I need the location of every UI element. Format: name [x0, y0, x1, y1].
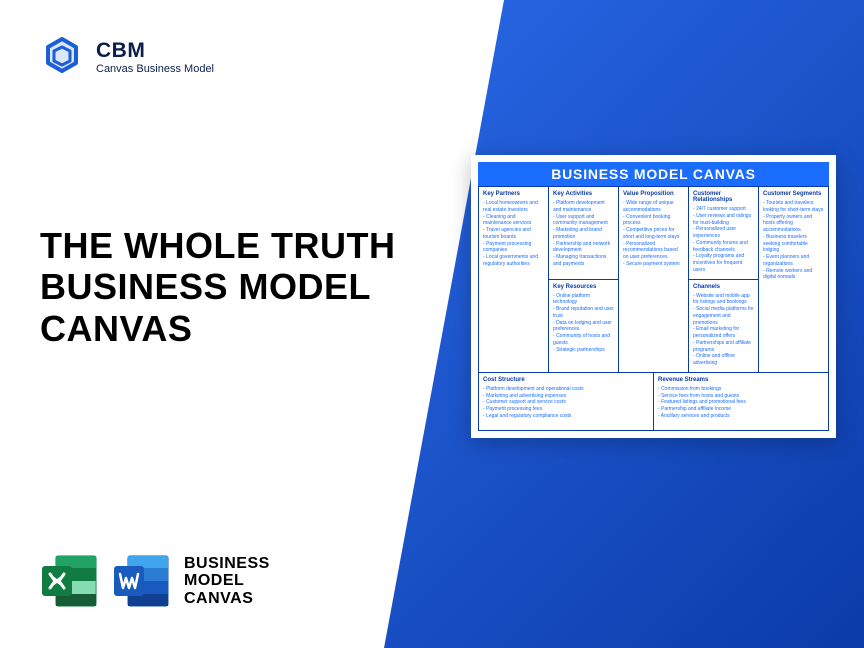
list-item: Secure payment system — [623, 261, 684, 268]
canvas-title: BUSINESS MODEL CANVAS — [478, 162, 829, 186]
list-item: Travel agencies and tourism boards — [483, 227, 544, 241]
list-item: Business travelers seeking comfortable l… — [763, 234, 824, 254]
list-item: Competitive prices for short and long-te… — [623, 227, 684, 241]
cbm-logo-icon — [40, 35, 84, 79]
list-item: Website and mobile app for listings and … — [693, 293, 754, 307]
cell-key-activities: Key Activities Platform development and … — [549, 187, 619, 280]
list-item: Featured listings and promotional fees — [658, 399, 824, 406]
list-item: Tourists and travelers looking for short… — [763, 200, 824, 214]
list-item: Partnerships and affiliate programs — [693, 340, 754, 354]
list-item: Online platform technology — [553, 293, 614, 307]
list-item: Personalized recommendations based on us… — [623, 241, 684, 261]
brand-logo: CBM Canvas Business Model — [40, 35, 214, 79]
list-item: Managing transactions and payments — [553, 254, 614, 268]
headline-line-3: CANVAS — [40, 308, 395, 349]
app-label: BUSINESS MODEL CANVAS — [184, 555, 270, 608]
list-item: Local homeowners and real estate investo… — [483, 200, 544, 214]
list-item: Remote workers and digital nomads — [763, 268, 824, 282]
list-item: Legal and regulatory compliance costs — [483, 413, 649, 420]
list-item: Event planners and organizations — [763, 254, 824, 268]
headline-line-1: THE WHOLE TRUTH — [40, 225, 395, 266]
cell-value-proposition: Value Proposition Wide range of unique a… — [619, 187, 689, 373]
canvas-grid: Key Partners Local homeowners and real e… — [478, 186, 829, 373]
word-icon — [112, 554, 170, 608]
list-item: Wide range of unique accommodations — [623, 200, 684, 214]
list-item: Marketing and advertising expenses — [483, 393, 649, 400]
cell-customer-segments: Customer Segments Tourists and travelers… — [759, 187, 829, 373]
logo-title: CBM — [96, 39, 214, 63]
cell-channels: Channels Website and mobile app for list… — [689, 280, 759, 373]
logo-subtitle: Canvas Business Model — [96, 63, 214, 75]
list-item: Partnership and affiliate income — [658, 406, 824, 413]
list-item: Payment processing companies — [483, 241, 544, 255]
list-item: Community of hosts and guests — [553, 333, 614, 347]
cell-revenue-streams: Revenue Streams Commission from bookings… — [654, 373, 829, 431]
list-item: Platform development and maintenance — [553, 200, 614, 214]
excel-icon — [40, 554, 98, 608]
app-icons-row: BUSINESS MODEL CANVAS — [40, 554, 270, 608]
page-headline: THE WHOLE TRUTH BUSINESS MODEL CANVAS — [40, 225, 395, 349]
list-item: Email marketing for personalized offers — [693, 326, 754, 340]
list-item: Strategic partnerships — [553, 347, 614, 354]
list-item: Ancillary services and products — [658, 413, 824, 420]
cell-customer-relationships: Customer Relationships 24/7 customer sup… — [689, 187, 759, 280]
list-item: Community forums and feedback channels — [693, 240, 754, 254]
list-item: Partnership and network development — [553, 241, 614, 255]
cell-key-resources: Key Resources Online platform technology… — [549, 280, 619, 373]
list-item: Local governments and regulatory authori… — [483, 254, 544, 268]
list-item: Commission from bookings — [658, 386, 824, 393]
cell-key-partners: Key Partners Local homeowners and real e… — [479, 187, 549, 373]
canvas-bottom-row: Cost Structure Platform development and … — [478, 373, 829, 431]
headline-line-2: BUSINESS MODEL — [40, 266, 395, 307]
list-item: 24/7 customer support — [693, 206, 754, 213]
list-item: Social media platforms for engagement an… — [693, 306, 754, 326]
list-item: Personalized user experiences — [693, 226, 754, 240]
list-item: Platform development and operational cos… — [483, 386, 649, 393]
list-item: Property owners and hosts offering accom… — [763, 214, 824, 234]
cell-cost-structure: Cost Structure Platform development and … — [479, 373, 654, 431]
list-item: Online and offline advertising — [693, 353, 754, 367]
list-item: Brand reputation and user trust — [553, 306, 614, 320]
list-item: Marketing and brand promotion — [553, 227, 614, 241]
list-item: Cleaning and maintenance services — [483, 214, 544, 228]
list-item: Data on lodging and user preferences — [553, 320, 614, 334]
canvas-preview-card: BUSINESS MODEL CANVAS Key Partners Local… — [471, 155, 836, 438]
list-item: Service fees from hosts and guests — [658, 393, 824, 400]
list-item: Loyalty programs and incentives for freq… — [693, 253, 754, 273]
list-item: Convenient booking process — [623, 214, 684, 228]
list-item: User support and community management — [553, 214, 614, 228]
list-item: Customer support and service costs — [483, 399, 649, 406]
list-item: Payment processing fees — [483, 406, 649, 413]
list-item: User reviews and ratings for trust-build… — [693, 213, 754, 227]
